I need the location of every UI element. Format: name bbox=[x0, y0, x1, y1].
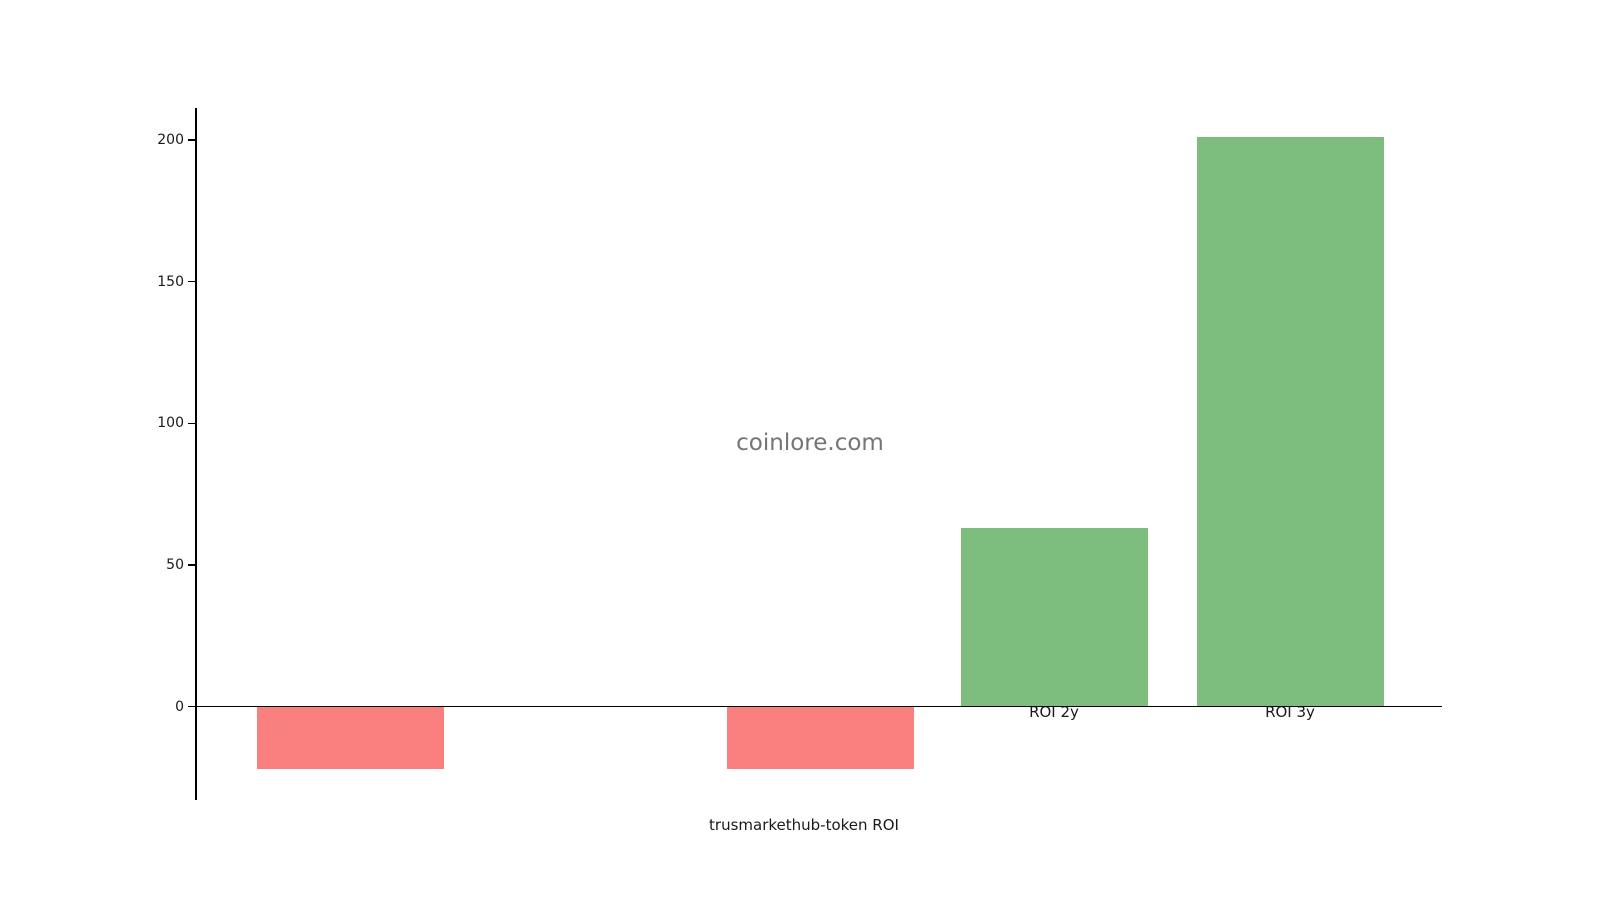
bar-unlabeled-1 bbox=[256, 707, 444, 769]
y-tick-label-50: 50 bbox=[166, 556, 184, 573]
y-tick-mark-100 bbox=[188, 422, 195, 424]
watermark-text: coinlore.com bbox=[736, 430, 884, 456]
y-tick-mark-50 bbox=[188, 564, 195, 566]
y-tick-mark-200 bbox=[188, 139, 195, 141]
x-axis-title: trusmarkethub-token ROI bbox=[709, 816, 899, 834]
bar-roi-2y bbox=[960, 528, 1148, 707]
y-tick-label-0: 0 bbox=[175, 698, 184, 715]
y-tick-label-150: 150 bbox=[157, 273, 184, 290]
bar-roi-3y bbox=[1196, 137, 1384, 707]
y-tick-label-100: 100 bbox=[157, 415, 184, 432]
bar-unlabeled-2 bbox=[726, 707, 914, 769]
x-axis-zero-line bbox=[195, 705, 1442, 708]
y-tick-label-200: 200 bbox=[157, 132, 184, 148]
y-tick-mark-0 bbox=[188, 705, 195, 708]
y-tick-mark-150 bbox=[188, 280, 195, 283]
y-axis-line bbox=[195, 108, 197, 800]
x-category-label-roi-3y: ROI 3y bbox=[1265, 703, 1315, 721]
x-category-label-roi-2y: ROI 2y bbox=[1029, 703, 1079, 721]
